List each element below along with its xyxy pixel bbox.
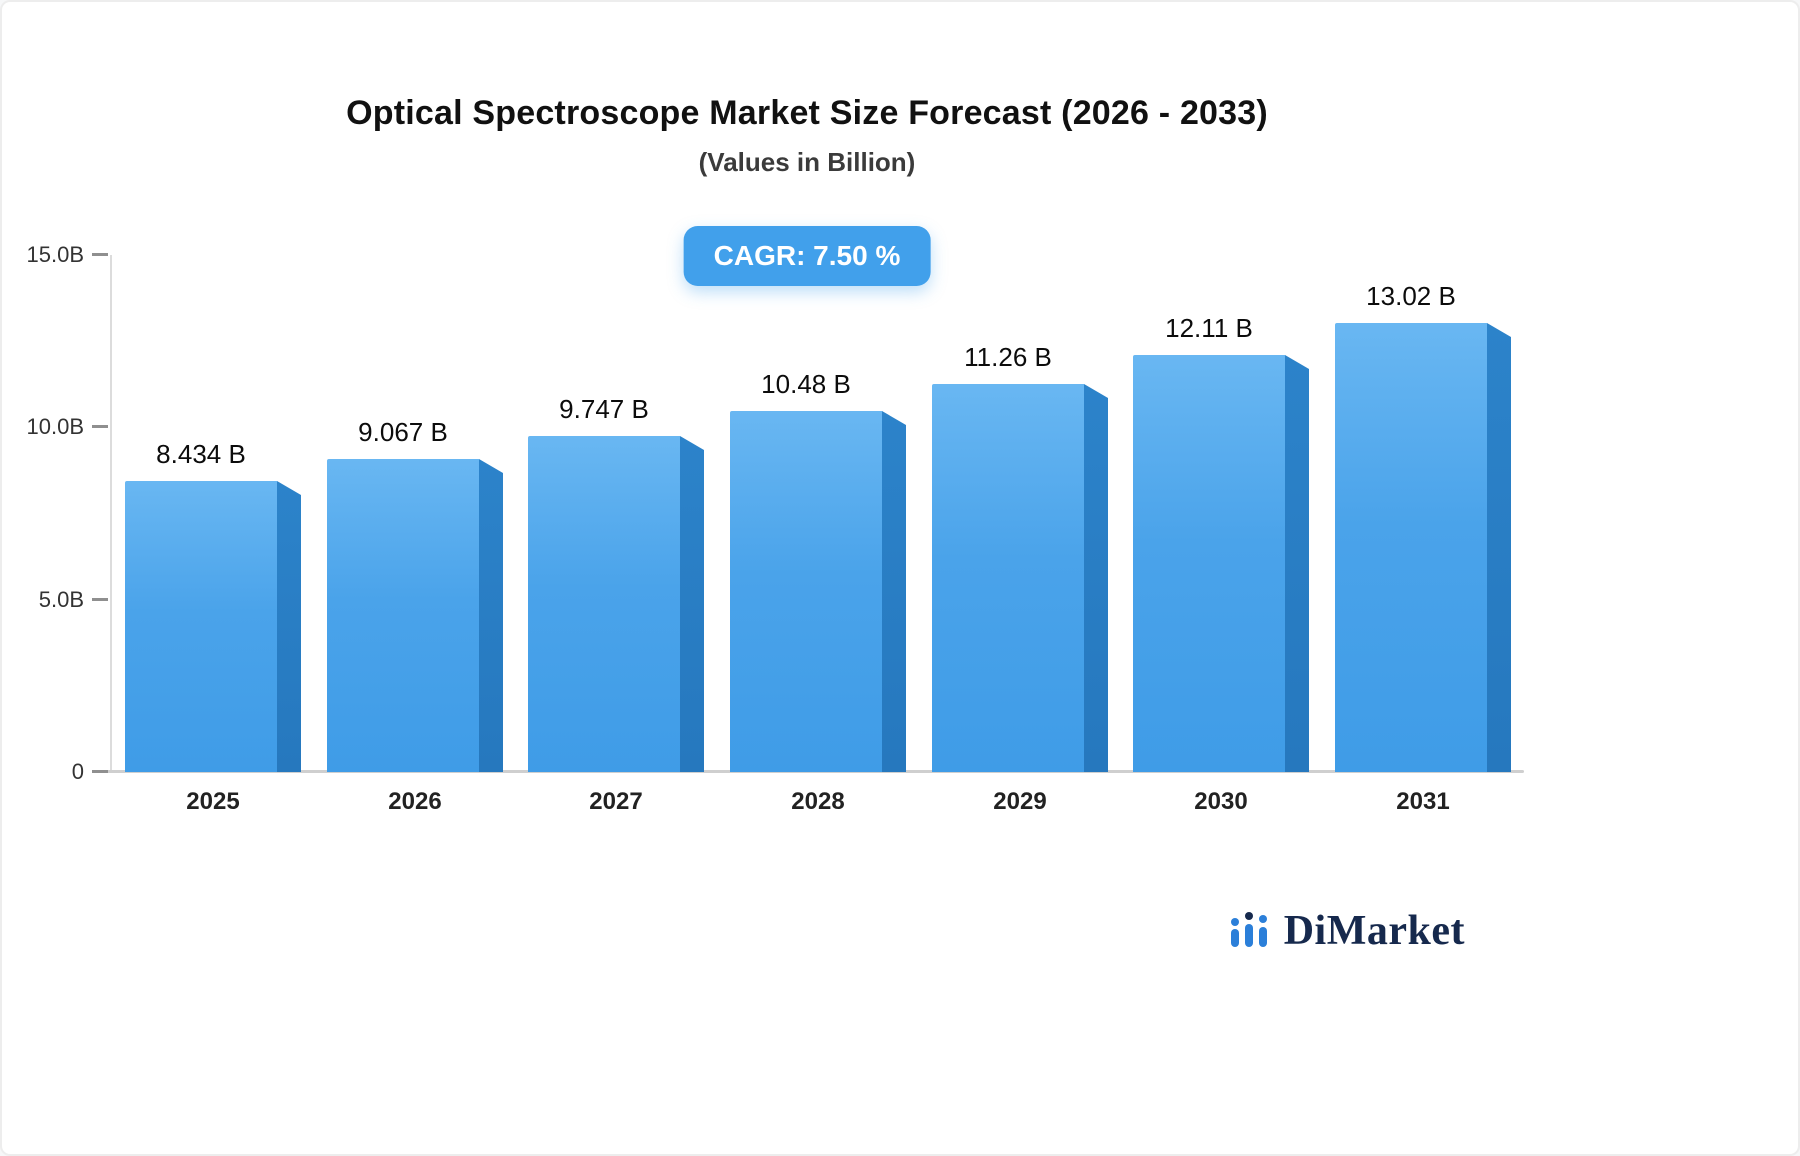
y-tick-label: 15.0B — [26, 242, 85, 267]
bar-value-label: 9.067 B — [358, 417, 448, 447]
bar-value-label: 11.26 B — [964, 342, 1052, 372]
bar-value-label: 10.48 B — [761, 369, 851, 399]
cagr-badge: CAGR: 7.50 % — [683, 226, 931, 286]
bar-side-2028 — [882, 411, 906, 772]
bar-value-label: 9.747 B — [559, 394, 649, 424]
bar-2029 — [932, 384, 1084, 772]
bar-chart-icon — [1226, 905, 1272, 956]
x-tick-label: 2031 — [1396, 788, 1450, 815]
chart-title: Optical Spectroscope Market Size Forecas… — [346, 94, 1268, 132]
bar-side-2027 — [680, 436, 704, 772]
y-tick-mark — [92, 597, 108, 601]
x-tick-label: 2025 — [186, 788, 240, 815]
y-tick-mark — [92, 770, 108, 773]
x-tick-label: 2027 — [589, 788, 643, 815]
y-tick-mark — [92, 253, 108, 256]
x-tick-label: 2029 — [993, 788, 1047, 815]
bar-value-label: 8.434 B — [156, 439, 246, 469]
x-tick-label: 2030 — [1194, 788, 1248, 815]
bar-side-2030 — [1285, 355, 1309, 772]
bar-side-2025 — [277, 481, 301, 772]
brand-logo-text: DiMarket — [1283, 907, 1465, 954]
bar-2025 — [125, 481, 277, 772]
y-tick-label: 10.0B — [26, 414, 85, 440]
bar-2030 — [1133, 355, 1285, 772]
bar-side-2029 — [1084, 384, 1108, 772]
bar-value-label: 12.11 B — [1165, 313, 1253, 343]
bar-2026 — [327, 459, 479, 772]
bar-2028 — [730, 411, 882, 772]
bar-value-label: 13.02 B — [1366, 281, 1456, 311]
y-axis-line — [110, 255, 112, 772]
x-tick-label: 2026 — [388, 788, 442, 815]
bar-side-2026 — [479, 459, 503, 772]
y-tick-label: 0 — [71, 759, 84, 784]
chart-header: Optical Spectroscope Market Size Forecas… — [2, 94, 1612, 178]
y-tick-mark — [92, 425, 108, 429]
brand-logo: DiMarket — [1226, 905, 1465, 956]
x-tick-label: 2028 — [791, 788, 845, 815]
bar-side-2031 — [1487, 323, 1511, 772]
bar-2031 — [1335, 323, 1487, 772]
y-tick-label: 5.0B — [38, 586, 84, 612]
bar-2027 — [528, 436, 680, 772]
chart-subtitle: (Values in Billion) — [698, 147, 916, 177]
